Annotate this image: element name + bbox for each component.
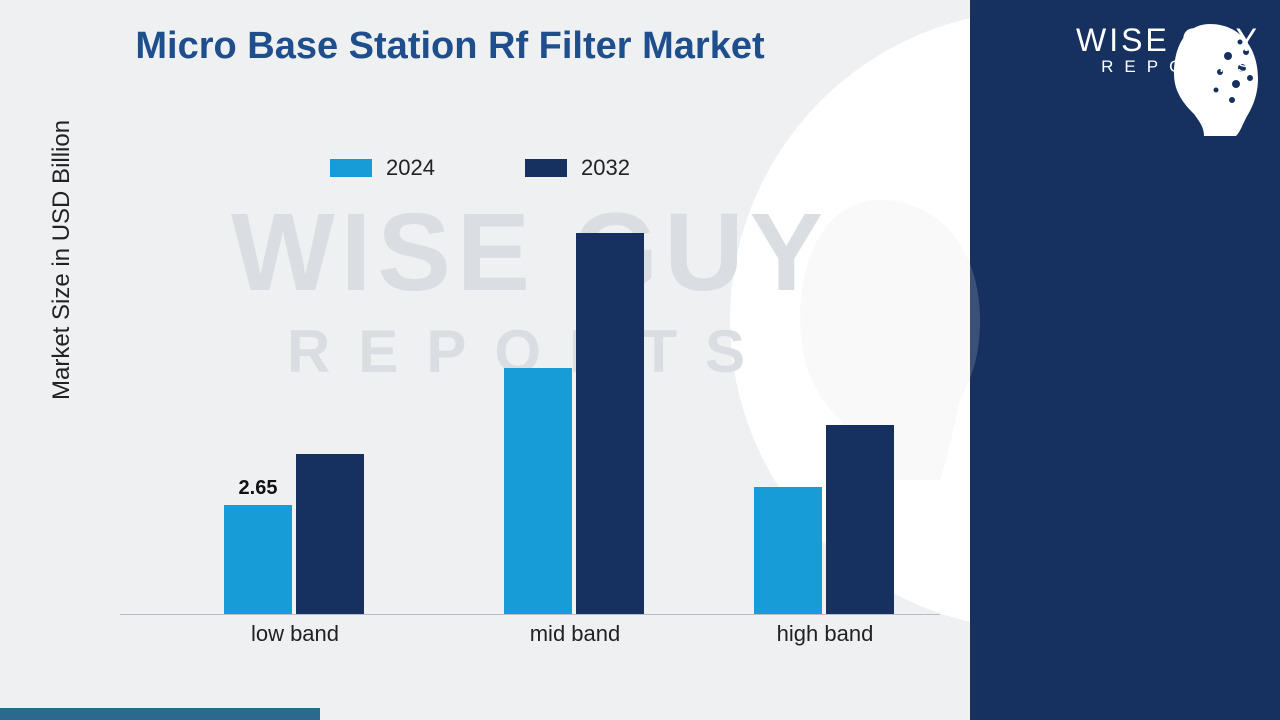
chart-canvas: WISE GUY REPORTS Micro Base Station Rf F… xyxy=(0,0,1280,720)
bar-high-band-2032 xyxy=(826,425,894,614)
legend-item-2024: 2024 xyxy=(330,155,435,181)
legend-item-2032: 2032 xyxy=(525,155,630,181)
bar-high-band-2024 xyxy=(754,487,822,614)
legend-label-2024: 2024 xyxy=(386,155,435,181)
legend-swatch-2024 xyxy=(330,159,372,177)
plot-area: 2.65 low band mid band high band xyxy=(120,205,940,615)
category-label-low-band: low band xyxy=(210,615,380,647)
chart-title: Micro Base Station Rf Filter Market xyxy=(0,25,900,68)
bottom-accent-bar xyxy=(0,708,320,720)
legend-swatch-2032 xyxy=(525,159,567,177)
bar-low-band-2032 xyxy=(296,454,364,614)
bar-mid-band-2032 xyxy=(576,233,644,614)
value-label-low-band-2024: 2.65 xyxy=(224,477,292,506)
category-label-high-band: high band xyxy=(740,615,910,647)
brand-logo: WISE GUY REPORTS xyxy=(1076,22,1260,77)
legend-label-2032: 2032 xyxy=(581,155,630,181)
bar-low-band-2024 xyxy=(224,505,292,614)
brand-line1: WISE GUY xyxy=(1076,22,1260,59)
legend: 2024 2032 xyxy=(0,155,960,181)
bar-mid-band-2024 xyxy=(504,368,572,614)
brand-line2: REPORTS xyxy=(1076,57,1260,77)
brand-panel xyxy=(970,0,1280,720)
category-label-mid-band: mid band xyxy=(490,615,660,647)
